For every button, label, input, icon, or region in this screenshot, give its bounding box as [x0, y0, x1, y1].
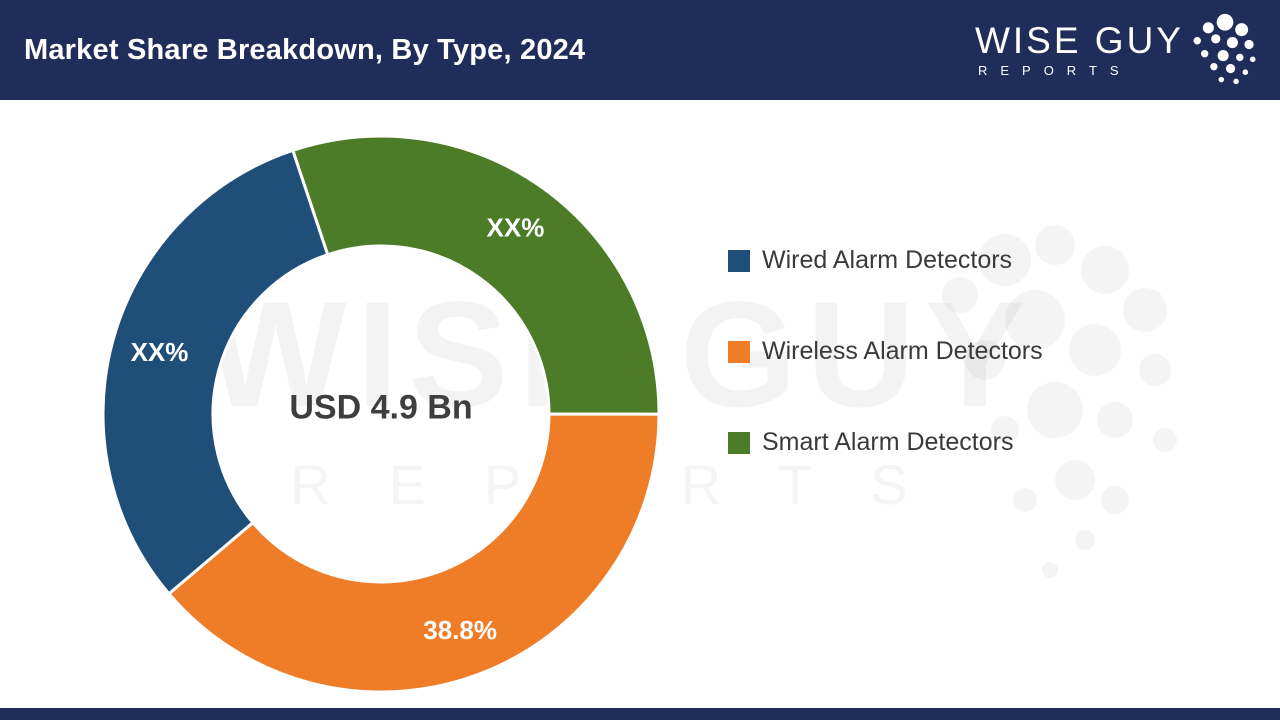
brand-logo-text: WISE GUY REPORTS [974, 19, 1184, 79]
logo-wordmark: WISE GUY [974, 19, 1184, 61]
legend-swatch [728, 340, 750, 363]
chart-center-label: USD 4.9 Bn [289, 388, 473, 427]
donut-segment-0 [291, 134, 661, 416]
segment-label: 38.8% [423, 615, 497, 645]
donut-segment-1 [167, 412, 661, 694]
watermark-head-icon [942, 225, 1177, 578]
segment-label: XX% [131, 337, 189, 367]
legend-item-wireless: Wireless Alarm Detectors [728, 337, 1043, 366]
legend-item-smart: Smart Alarm Detectors [728, 428, 1043, 457]
chart-area: WISE GUY REPORTS XX%38.8%XX% USD 4.9 Bn … [0, 100, 1280, 708]
legend-swatch [728, 249, 750, 272]
legend-swatch [728, 431, 750, 454]
legend-item-wired: Wired Alarm Detectors [728, 246, 1043, 275]
legend-label: Wireless Alarm Detectors [762, 337, 1043, 365]
legend-label: Wired Alarm Detectors [762, 246, 1013, 274]
logo-head-icon [1193, 13, 1256, 85]
donut-chart: XX% 38.8% XX% [101, 134, 661, 694]
chart-legend: Wired Alarm Detectors Wireless Alarm Det… [728, 246, 1043, 457]
page-title: Market Share Breakdown, By Type, 2024 [24, 33, 586, 66]
donut-segment-2 [101, 148, 330, 596]
header-bar: Market Share Breakdown, By Type, 2024 WI… [0, 0, 1280, 100]
footer-bar [0, 708, 1280, 720]
logo-subtitle: REPORTS [977, 63, 1132, 79]
brand-logo: WISE GUY REPORTS [975, 9, 1262, 91]
legend-label: Smart Alarm Detectors [762, 428, 1014, 456]
segment-label: XX% [487, 212, 545, 242]
